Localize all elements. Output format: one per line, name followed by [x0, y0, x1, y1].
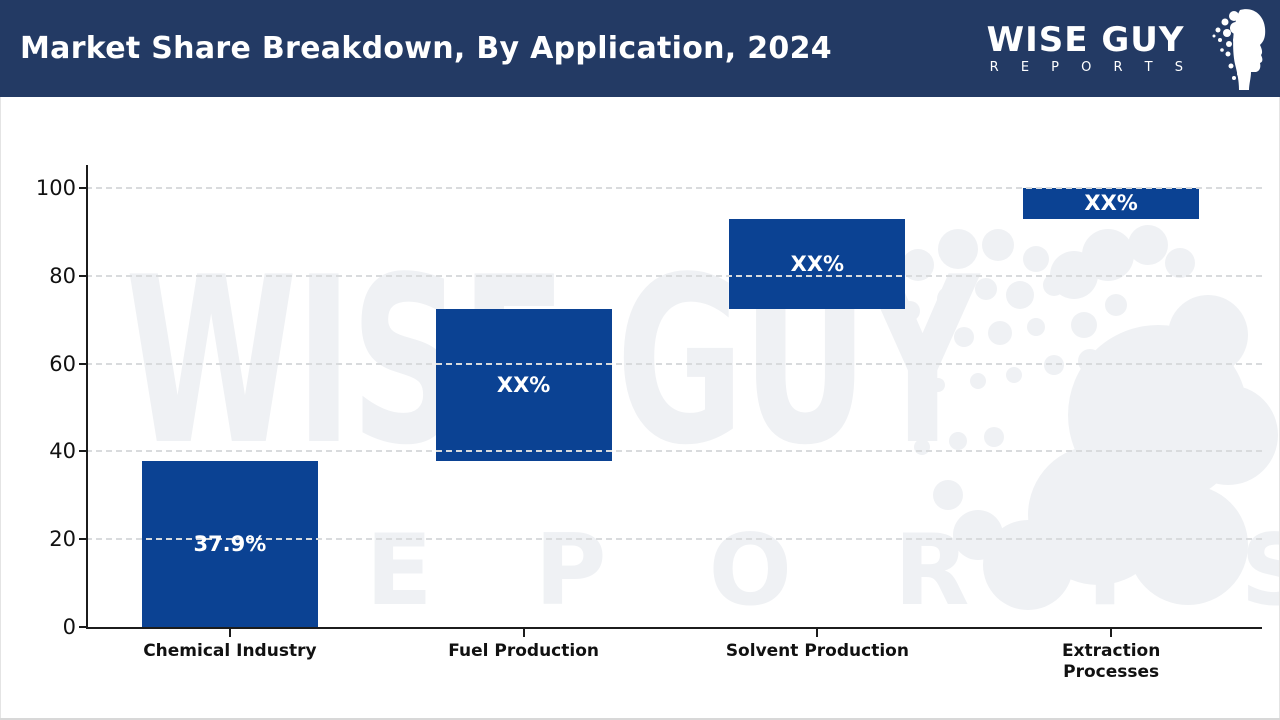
brand-name-text: WISE GUY	[986, 19, 1185, 60]
bar-2	[435, 308, 612, 461]
y-tick-label-60: 60	[49, 351, 76, 376]
brand-wordmark: WISE GUY R E P O R T S	[987, 23, 1192, 75]
gridline-80	[86, 274, 1262, 277]
gridline-40	[86, 450, 1262, 453]
y-axis-spine	[86, 165, 88, 629]
y-tick-label-100: 100	[35, 176, 76, 200]
x-axis-label-1: Chemical Industry	[143, 641, 317, 661]
x-tick-mark-1	[228, 629, 231, 637]
gridline-60	[86, 362, 1262, 365]
x-tick-mark-4	[1110, 629, 1113, 637]
y-tick-mark-100	[79, 187, 87, 189]
watermark-face-dots	[900, 225, 1278, 610]
y-tick-mark-20	[79, 538, 87, 541]
y-tick-mark-40	[79, 450, 87, 453]
chart-area: WISE GUY R E P O R T S 0 20 40 60 80 100 37.9%…	[0, 97, 1280, 718]
brand-reports-text: R E P O R T S	[989, 59, 1192, 75]
y-tick-mark-0	[79, 626, 87, 628]
y-tick-label-80: 80	[49, 263, 76, 288]
y-tick-mark-60	[79, 362, 87, 365]
y-tick-label-0: 0	[62, 615, 76, 639]
x-axis-label-4: Extraction Processes	[1061, 641, 1161, 682]
y-tick-label-40: 40	[49, 439, 76, 464]
bar-4	[1023, 188, 1200, 219]
x-tick-mark-2	[522, 629, 525, 637]
y-tick-mark-80	[79, 274, 87, 277]
brand-logo: WISE GUY R E P O R T S	[987, 6, 1280, 92]
x-axis-label-3: Solvent Production	[725, 641, 909, 661]
x-axis-label-2: Fuel Production	[448, 641, 599, 661]
x-axis-spine	[86, 627, 1262, 629]
y-tick-label-20: 20	[49, 527, 76, 552]
gridline-100	[86, 187, 1262, 189]
left-border-line	[0, 97, 1, 718]
bar-1	[141, 460, 318, 627]
x-tick-mark-3	[816, 629, 819, 637]
gridline-20	[86, 538, 1262, 541]
page-title: Market Share Breakdown, By Application, …	[20, 31, 832, 66]
header-bar: Market Share Breakdown, By Application, …	[0, 0, 1280, 97]
brand-face-icon	[1212, 8, 1266, 90]
bar-3	[729, 218, 906, 309]
